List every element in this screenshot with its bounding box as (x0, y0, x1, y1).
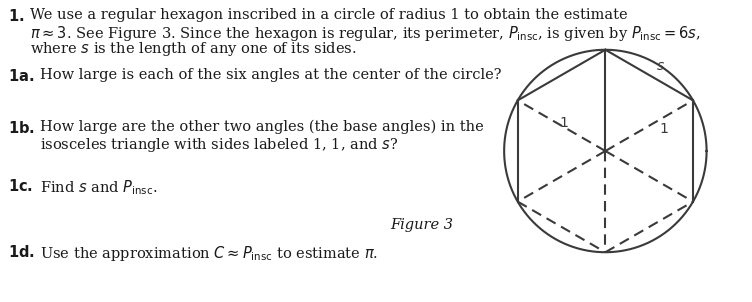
Text: Find $s$ and $P_\mathrm{insc}$$.$: Find $s$ and $P_\mathrm{insc}$$.$ (40, 178, 157, 197)
Text: $\mathbf{1c.}$: $\mathbf{1c.}$ (8, 178, 33, 194)
Text: isosceles triangle with sides labeled 1, 1, and $s$?: isosceles triangle with sides labeled 1,… (40, 136, 398, 154)
Text: How large are the other two angles (the base angles) in the: How large are the other two angles (the … (40, 120, 484, 134)
Text: $\mathbf{1.}$: $\mathbf{1.}$ (8, 8, 24, 24)
Text: We use a regular hexagon inscribed in a circle of radius 1 to obtain the estimat: We use a regular hexagon inscribed in a … (30, 8, 628, 22)
Text: Figure 3: Figure 3 (390, 218, 453, 232)
Text: $s$: $s$ (656, 59, 666, 73)
Text: $\mathbf{1a.}$: $\mathbf{1a.}$ (8, 68, 34, 84)
Text: $\mathbf{1b.}$: $\mathbf{1b.}$ (8, 120, 35, 136)
Text: How large is each of the six angles at the center of the circle?: How large is each of the six angles at t… (40, 68, 502, 82)
Text: where $s$ is the length of any one of its sides.: where $s$ is the length of any one of it… (30, 40, 356, 58)
Text: $1$: $1$ (559, 116, 569, 130)
Text: $\mathbf{1d.}$: $\mathbf{1d.}$ (8, 244, 35, 260)
Text: $\pi \approx 3$. See Figure 3. Since the hexagon is regular, its perimeter, $P_\: $\pi \approx 3$. See Figure 3. Since the… (30, 24, 701, 43)
Text: $1$: $1$ (660, 122, 669, 136)
Text: Use the approximation $C \approx P_\mathrm{insc}$ to estimate $\pi$.: Use the approximation $C \approx P_\math… (40, 244, 378, 263)
